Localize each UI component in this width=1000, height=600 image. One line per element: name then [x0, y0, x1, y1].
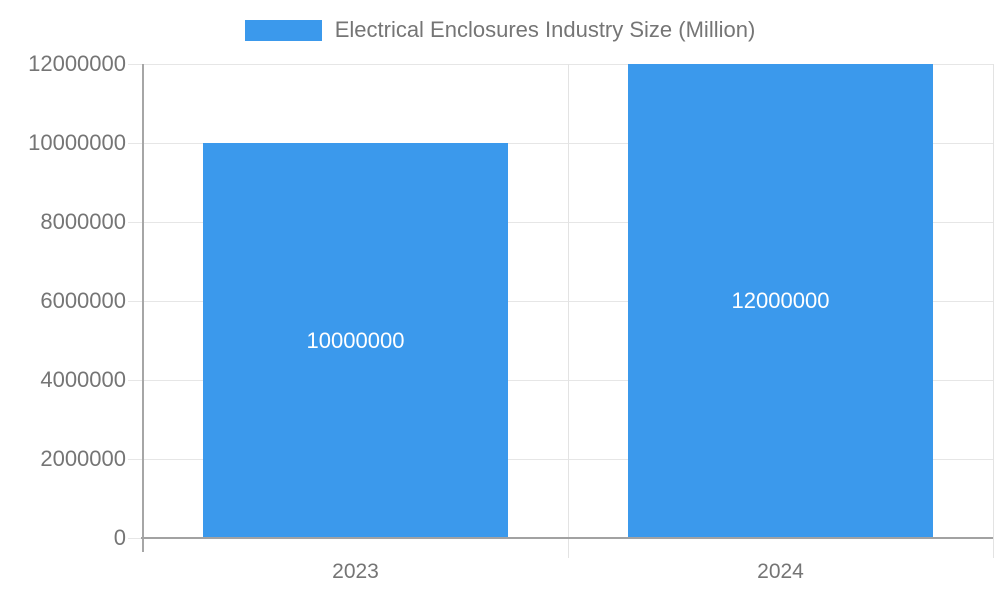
category-boundary-line	[992, 64, 994, 558]
bar-value-label: 10000000	[306, 327, 405, 353]
y-axis-label: 2000000	[40, 446, 126, 471]
legend-swatch[interactable]	[244, 19, 322, 41]
y-axis-label: 4000000	[40, 367, 126, 392]
x-axis-line	[141, 537, 993, 539]
y-axis-tick	[128, 300, 143, 302]
y-axis-label: 6000000	[40, 288, 126, 313]
y-axis-label: 10000000	[28, 130, 126, 155]
x-axis-label-2024: 2024	[757, 560, 804, 583]
legend-label[interactable]: Electrical Enclosures Industry Size (Mil…	[334, 17, 756, 42]
y-axis-label: 12000000	[28, 51, 126, 76]
legend[interactable]: Electrical Enclosures Industry Size (Mil…	[0, 17, 1000, 43]
y-axis-tick	[128, 537, 143, 539]
bar-2023[interactable]: 10000000	[203, 143, 508, 538]
y-axis-tick	[128, 63, 143, 65]
y-axis-line	[142, 64, 144, 552]
plot-area: 10000000 12000000	[128, 63, 994, 558]
y-axis-tick	[128, 458, 143, 460]
y-axis-label: 0	[113, 525, 126, 550]
y-axis-labels: 0 2000000 4000000 6000000 8000000 10000000 120…	[0, 51, 126, 550]
x-axis-labels: 2023 2024	[143, 560, 993, 590]
y-axis-tick	[128, 142, 143, 144]
y-axis-tick	[128, 379, 143, 381]
bar-value-label: 12000000	[731, 288, 830, 313]
bar-2024[interactable]: 12000000	[628, 64, 933, 538]
category-boundary-line	[567, 64, 569, 558]
y-axis-label: 8000000	[40, 209, 126, 234]
y-axis-tick	[128, 221, 143, 223]
x-axis-label-2023: 2023	[332, 560, 379, 583]
